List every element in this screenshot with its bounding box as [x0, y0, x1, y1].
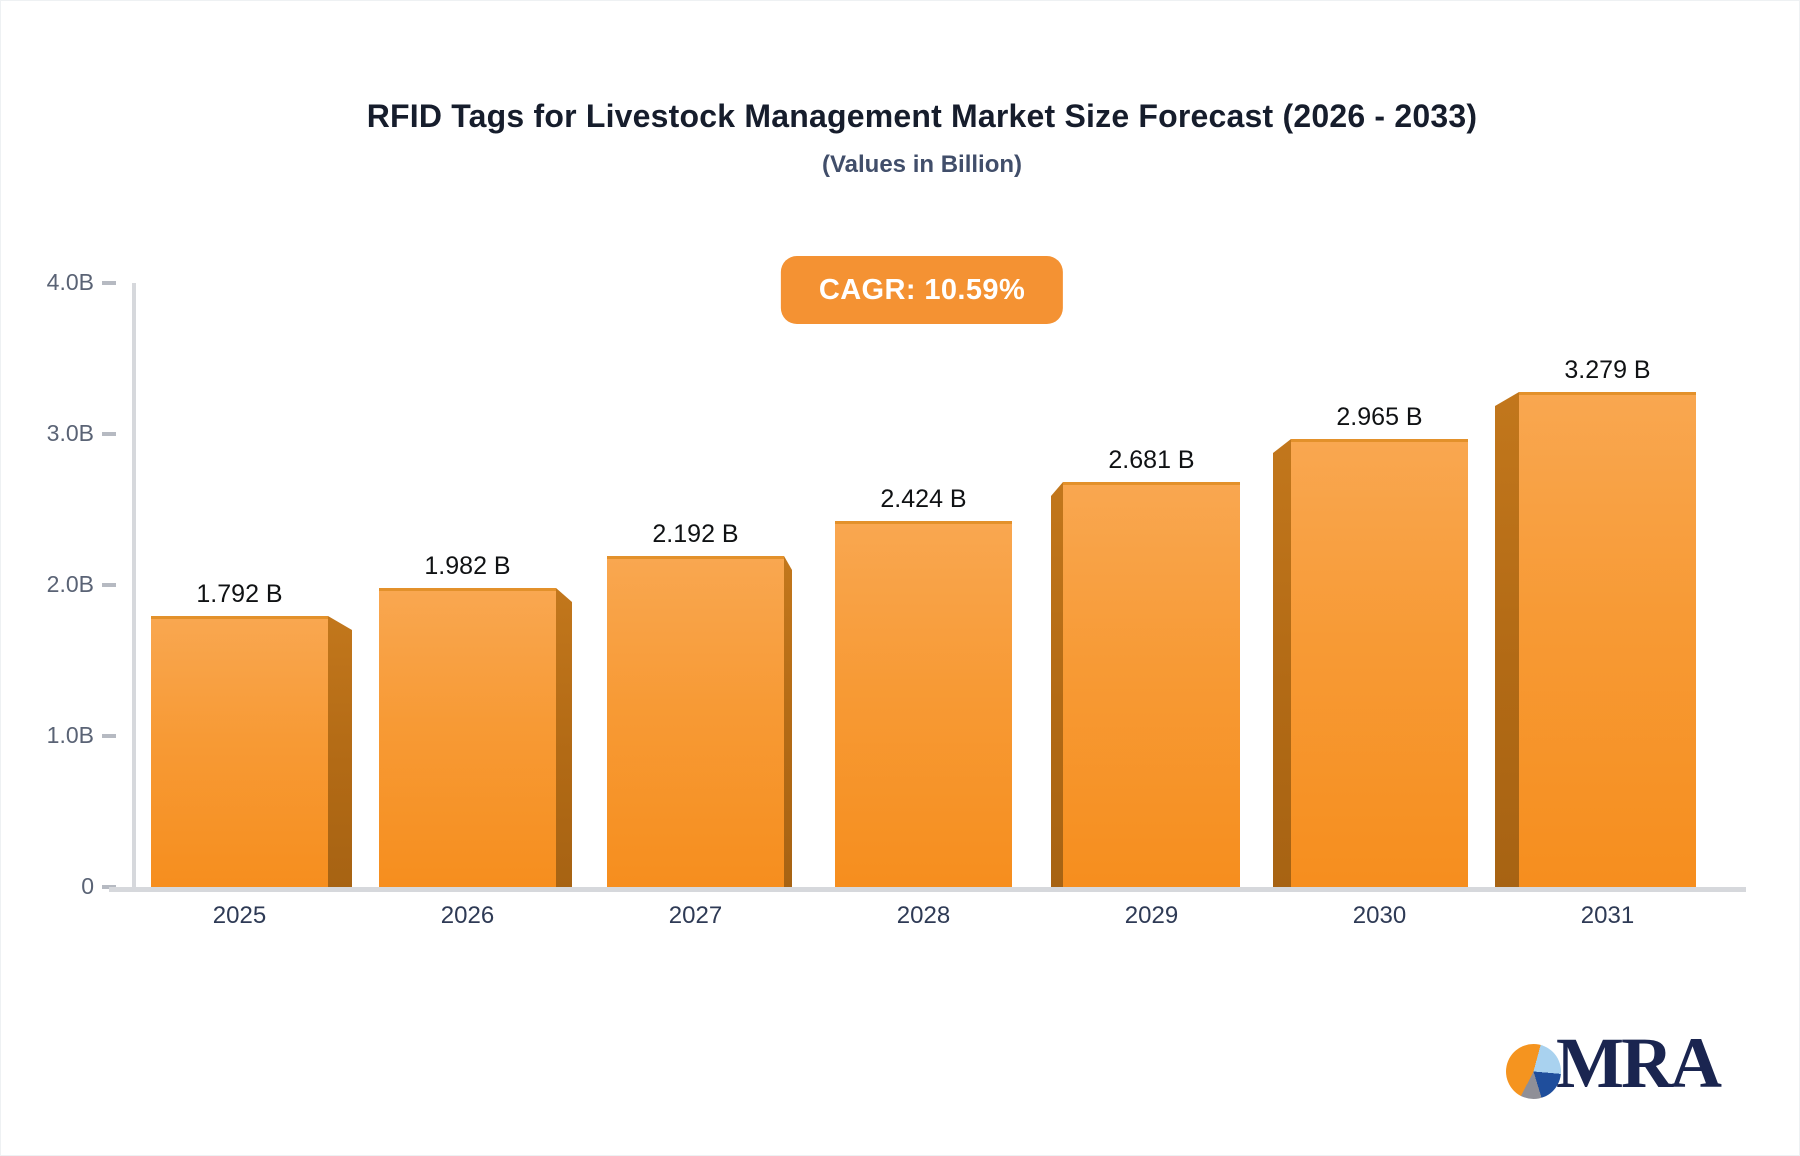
bar-2025-3d-side [328, 616, 352, 887]
bar-2027-3d-side [784, 556, 792, 887]
bar-2025 [151, 616, 328, 887]
bar-value-label-2030: 2.965 B [1336, 403, 1423, 431]
mra-logo: MRA [1506, 1027, 1766, 1127]
bar-2026-3d-side [556, 588, 572, 887]
x-axis-label-2027: 2027 [668, 902, 723, 929]
y-tick-4.0B [102, 281, 116, 285]
x-axis-label-2025: 2025 [212, 902, 267, 929]
y-tick-label-3.0B: 3.0B [46, 420, 94, 446]
y-tick-3.0B [102, 432, 116, 436]
bar-2029-3d-side [1051, 482, 1063, 887]
bar-2030-3d-side [1273, 439, 1291, 887]
x-axis-label-2026: 2026 [440, 902, 495, 929]
bar-2029 [1063, 482, 1240, 887]
y-tick-label-1.0B: 1.0B [46, 722, 94, 748]
y-tick-1.0B [102, 734, 116, 738]
x-axis-label-2029: 2029 [1124, 902, 1179, 929]
x-axis-baseline [109, 887, 1746, 892]
bar-2031 [1519, 392, 1696, 887]
chart-subtitle: (Values in Billion) [821, 151, 1023, 178]
bar-value-label-2027: 2.192 B [652, 520, 739, 548]
bar-value-label-2029: 2.681 B [1108, 446, 1195, 474]
bar-2027 [607, 556, 784, 887]
bar-value-label-2028: 2.424 B [880, 485, 967, 513]
y-tick-label-2.0B: 2.0B [46, 571, 94, 597]
bar-value-label-2025: 1.792 B [196, 580, 283, 608]
page-title: RFID Tags for Livestock Management Marke… [366, 98, 1478, 134]
bar-2028 [835, 521, 1012, 887]
bar-2031-3d-side [1495, 392, 1519, 887]
x-axis-label-2031: 2031 [1580, 902, 1635, 929]
bar-2030 [1291, 439, 1468, 887]
y-tick-label-0: 0 [81, 873, 94, 899]
bar-value-label-2026: 1.982 B [424, 552, 511, 580]
x-axis-label-2028: 2028 [896, 902, 951, 929]
y-tick-label-4.0B: 4.0B [46, 269, 94, 295]
logo-text: MRA [1556, 1023, 1722, 1103]
cagr-badge: CAGR: 10.59% [780, 256, 1064, 324]
pie-chart-logo-icon [1506, 1044, 1561, 1099]
bar-2026 [379, 588, 556, 887]
y-tick-2.0B [102, 583, 116, 587]
y-axis-line [132, 283, 136, 889]
bar-value-label-2031: 3.279 B [1564, 356, 1651, 384]
chart-header: RFID Tags for Livestock Management Marke… [45, 1, 1799, 341]
x-axis-label-2030: 2030 [1352, 902, 1407, 929]
